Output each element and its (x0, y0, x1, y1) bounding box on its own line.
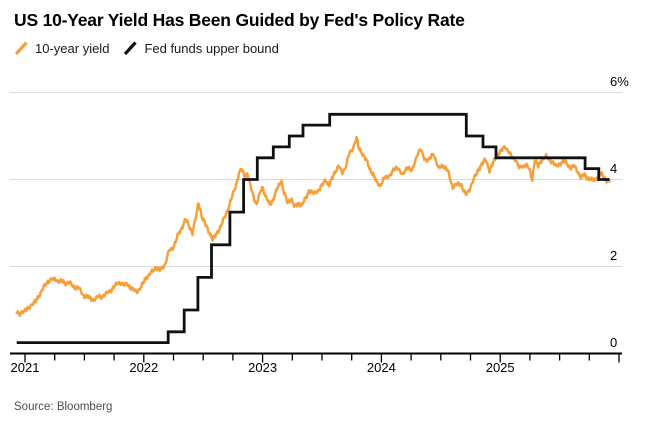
x-tick-label-2021: 2021 (10, 360, 40, 375)
y-tick-label-2: 2 (610, 247, 618, 263)
x-tick-label-2025: 2025 (485, 360, 515, 375)
y-tick-label-0: 0 (610, 334, 618, 350)
ten-year-yield-line (15, 135, 611, 318)
x-tick-label-2022: 2022 (129, 360, 159, 375)
legend-item-fed-funds: Fed funds upper bound (123, 41, 279, 56)
legend: 10-year yield Fed funds upper bound (14, 41, 279, 56)
orange-slash-icon (14, 41, 28, 56)
legend-item-10-year-yield: 10-year yield (14, 41, 109, 56)
x-tick-label-2023: 2023 (248, 360, 278, 375)
legend-label-fed-funds: Fed funds upper bound (144, 41, 279, 56)
source-note: Source: Bloomberg (14, 401, 113, 413)
x-tick-label-2024: 2024 (366, 360, 396, 375)
legend-label-10-year-yield: 10-year yield (35, 41, 110, 56)
fed-funds-step-line (16, 112, 610, 344)
y-tick-label-6: 6% (610, 73, 629, 89)
black-slash-icon (124, 41, 138, 56)
chart-title: US 10-Year Yield Has Been Guided by Fed'… (14, 10, 465, 30)
y-tick-label-4: 4 (610, 160, 618, 176)
